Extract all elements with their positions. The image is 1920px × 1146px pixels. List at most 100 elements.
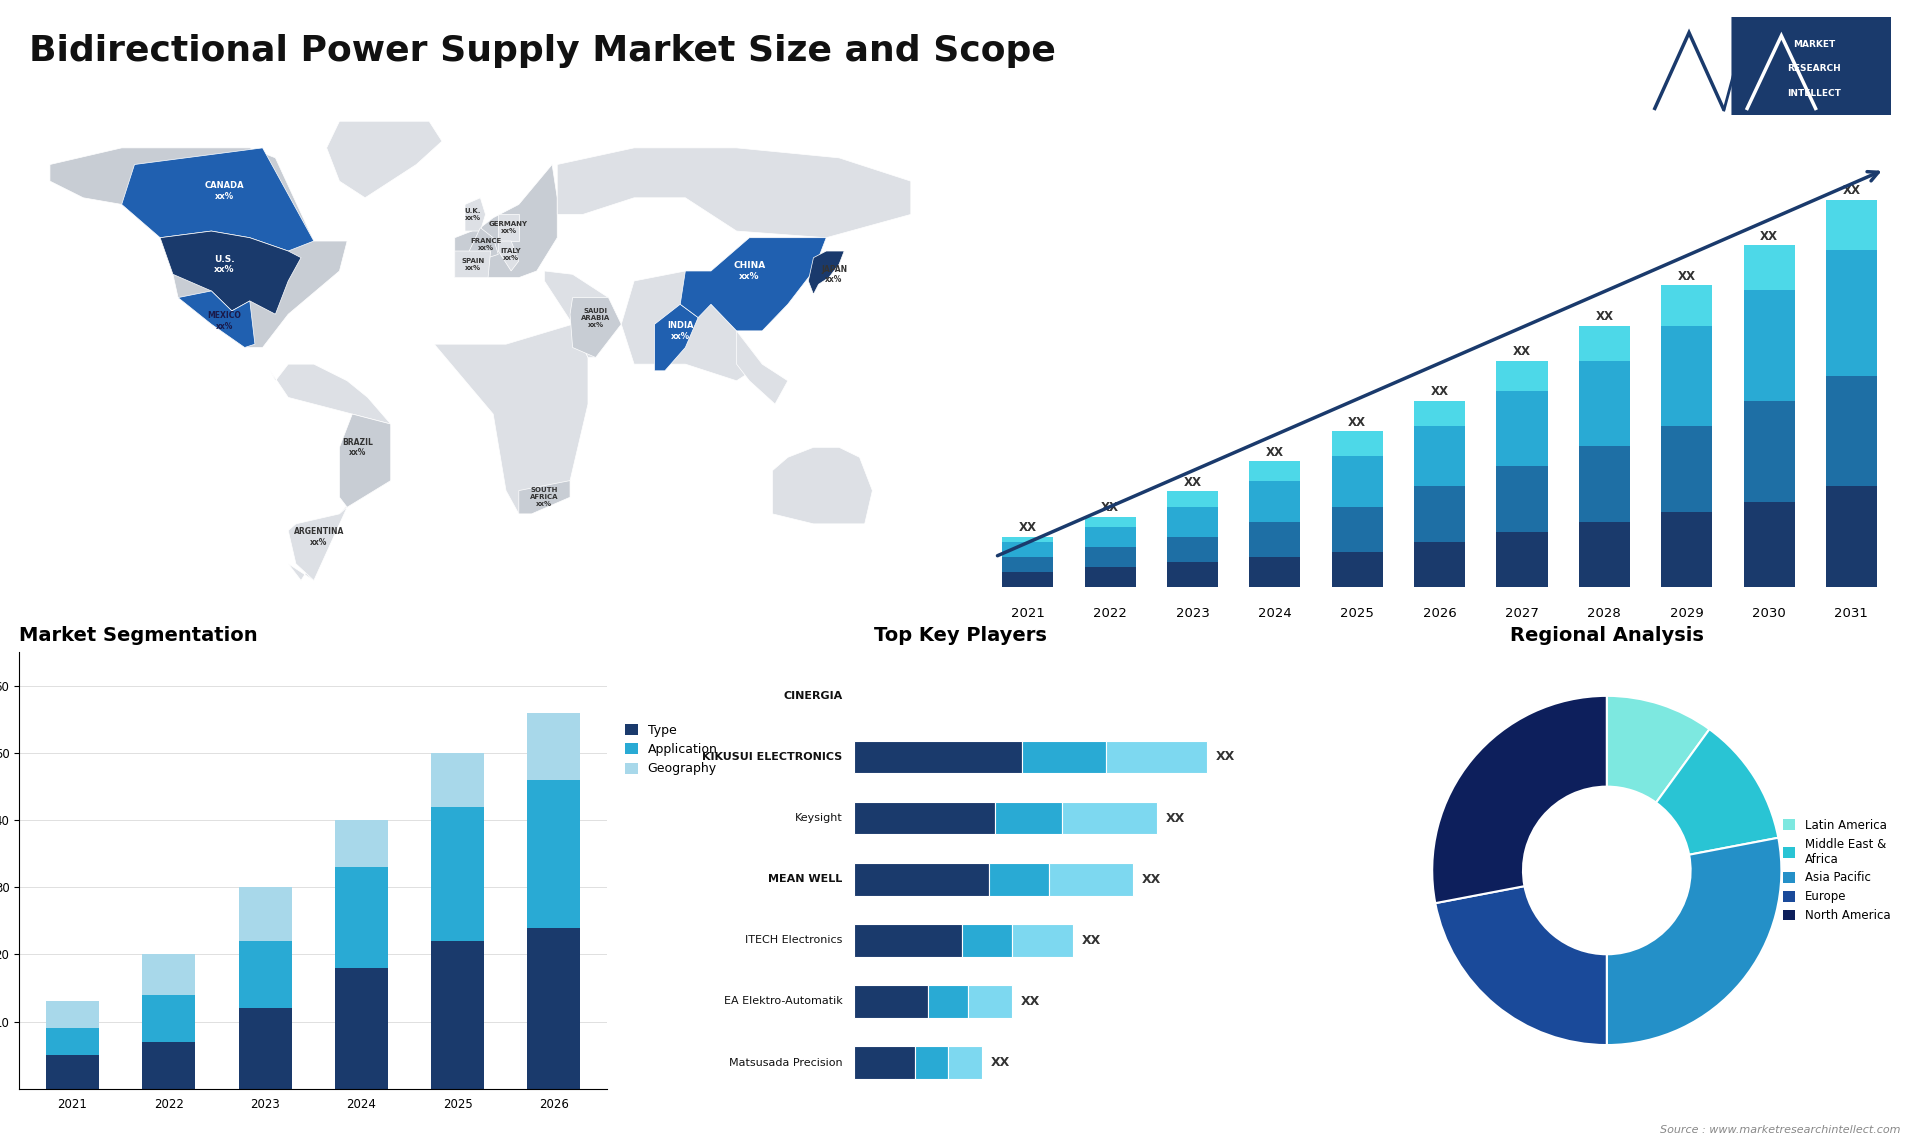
Bar (1415, 542, 1465, 587)
Bar (854, 863, 989, 895)
Bar (968, 986, 1012, 1018)
Text: XX: XX (1215, 751, 1235, 763)
Text: Source : www.marketresearchintellect.com: Source : www.marketresearchintellect.com (1661, 1124, 1901, 1135)
Bar (995, 802, 1062, 834)
Polygon shape (121, 148, 313, 251)
Text: XX: XX (1843, 185, 1860, 197)
Polygon shape (288, 508, 348, 580)
Text: EA Elektro-Automatik: EA Elektro-Automatik (724, 996, 843, 1006)
Wedge shape (1607, 838, 1782, 1045)
Bar (1167, 507, 1217, 536)
Text: XX: XX (1430, 385, 1448, 399)
Bar (1250, 481, 1300, 521)
Polygon shape (340, 414, 390, 508)
Polygon shape (655, 304, 699, 371)
Text: SAUDI
ARABIA
xx%: SAUDI ARABIA xx% (582, 307, 611, 328)
Bar (1496, 466, 1548, 532)
Text: XX: XX (1678, 269, 1695, 283)
Bar (1578, 446, 1630, 521)
Text: INTELLECT: INTELLECT (1788, 89, 1841, 99)
Polygon shape (326, 121, 442, 198)
Bar (1167, 536, 1217, 562)
Legend: Type, Application, Geography: Type, Application, Geography (626, 724, 718, 776)
Bar (142, 955, 196, 995)
Bar (1826, 250, 1878, 376)
Text: U.K.
xx%: U.K. xx% (465, 207, 480, 221)
Polygon shape (465, 198, 486, 231)
Circle shape (1523, 786, 1692, 955)
Polygon shape (622, 270, 762, 380)
Bar (238, 941, 292, 1008)
Polygon shape (680, 237, 826, 331)
Bar (238, 887, 292, 941)
Bar (528, 779, 580, 927)
Text: CHINA
xx%: CHINA xx% (733, 261, 766, 281)
Bar (1106, 740, 1208, 774)
Text: XX: XX (1348, 416, 1367, 429)
Text: FRANCE
xx%: FRANCE xx% (470, 238, 501, 251)
Bar (1085, 567, 1137, 587)
Text: XX: XX (1761, 229, 1778, 243)
Bar (528, 713, 580, 779)
Bar (1661, 511, 1713, 587)
Bar (334, 821, 388, 868)
Polygon shape (518, 480, 570, 513)
Bar (334, 968, 388, 1089)
Text: XX: XX (1021, 995, 1041, 1007)
Bar (1048, 863, 1133, 895)
Text: XX: XX (991, 1055, 1010, 1069)
Text: SOUTH
AFRICA
xx%: SOUTH AFRICA xx% (530, 487, 559, 508)
Bar (1496, 532, 1548, 587)
Bar (1415, 426, 1465, 486)
Text: XX: XX (1142, 872, 1162, 886)
Bar (1021, 740, 1106, 774)
Text: XX: XX (1596, 309, 1613, 323)
Polygon shape (737, 331, 787, 405)
Bar (1085, 527, 1137, 547)
Bar (1826, 486, 1878, 587)
Bar (1250, 521, 1300, 557)
Bar (238, 1008, 292, 1089)
Bar (1496, 361, 1548, 391)
Bar (1002, 536, 1054, 542)
Polygon shape (159, 231, 301, 314)
Bar (1743, 502, 1795, 587)
Bar (927, 986, 968, 1018)
Text: XX: XX (1183, 476, 1202, 489)
Bar (46, 1028, 100, 1055)
Bar (1002, 542, 1054, 557)
Polygon shape (570, 298, 622, 358)
Bar (1578, 521, 1630, 587)
FancyBboxPatch shape (1732, 15, 1897, 123)
Wedge shape (1607, 696, 1709, 802)
Bar (1826, 376, 1878, 486)
Bar (1250, 557, 1300, 587)
Legend: Latin America, Middle East &
Africa, Asia Pacific, Europe, North America: Latin America, Middle East & Africa, Asi… (1778, 814, 1895, 927)
Bar (1415, 401, 1465, 426)
Bar (1332, 456, 1382, 507)
Text: XX: XX (1102, 501, 1119, 515)
Bar (1661, 426, 1713, 511)
Polygon shape (50, 148, 348, 347)
Polygon shape (271, 364, 390, 580)
Text: ARGENTINA
xx%: ARGENTINA xx% (294, 527, 344, 547)
Bar (1332, 431, 1382, 456)
Polygon shape (808, 251, 845, 295)
Bar (1415, 486, 1465, 542)
Text: ITECH Electronics: ITECH Electronics (745, 935, 843, 945)
Text: SPAIN
xx%: SPAIN xx% (461, 258, 484, 270)
Bar (948, 1046, 981, 1078)
Bar (432, 807, 484, 941)
Wedge shape (1436, 886, 1607, 1045)
Text: U.S.
xx%: U.S. xx% (213, 254, 234, 274)
Bar (1167, 562, 1217, 587)
Bar (46, 1055, 100, 1089)
Polygon shape (179, 291, 255, 347)
Bar (1085, 547, 1137, 567)
Bar (1002, 557, 1054, 572)
Bar (1578, 325, 1630, 361)
Text: BRAZIL
xx%: BRAZIL xx% (342, 438, 372, 457)
Text: JAPAN
xx%: JAPAN xx% (822, 265, 847, 284)
Bar (432, 753, 484, 807)
Bar (1826, 199, 1878, 250)
